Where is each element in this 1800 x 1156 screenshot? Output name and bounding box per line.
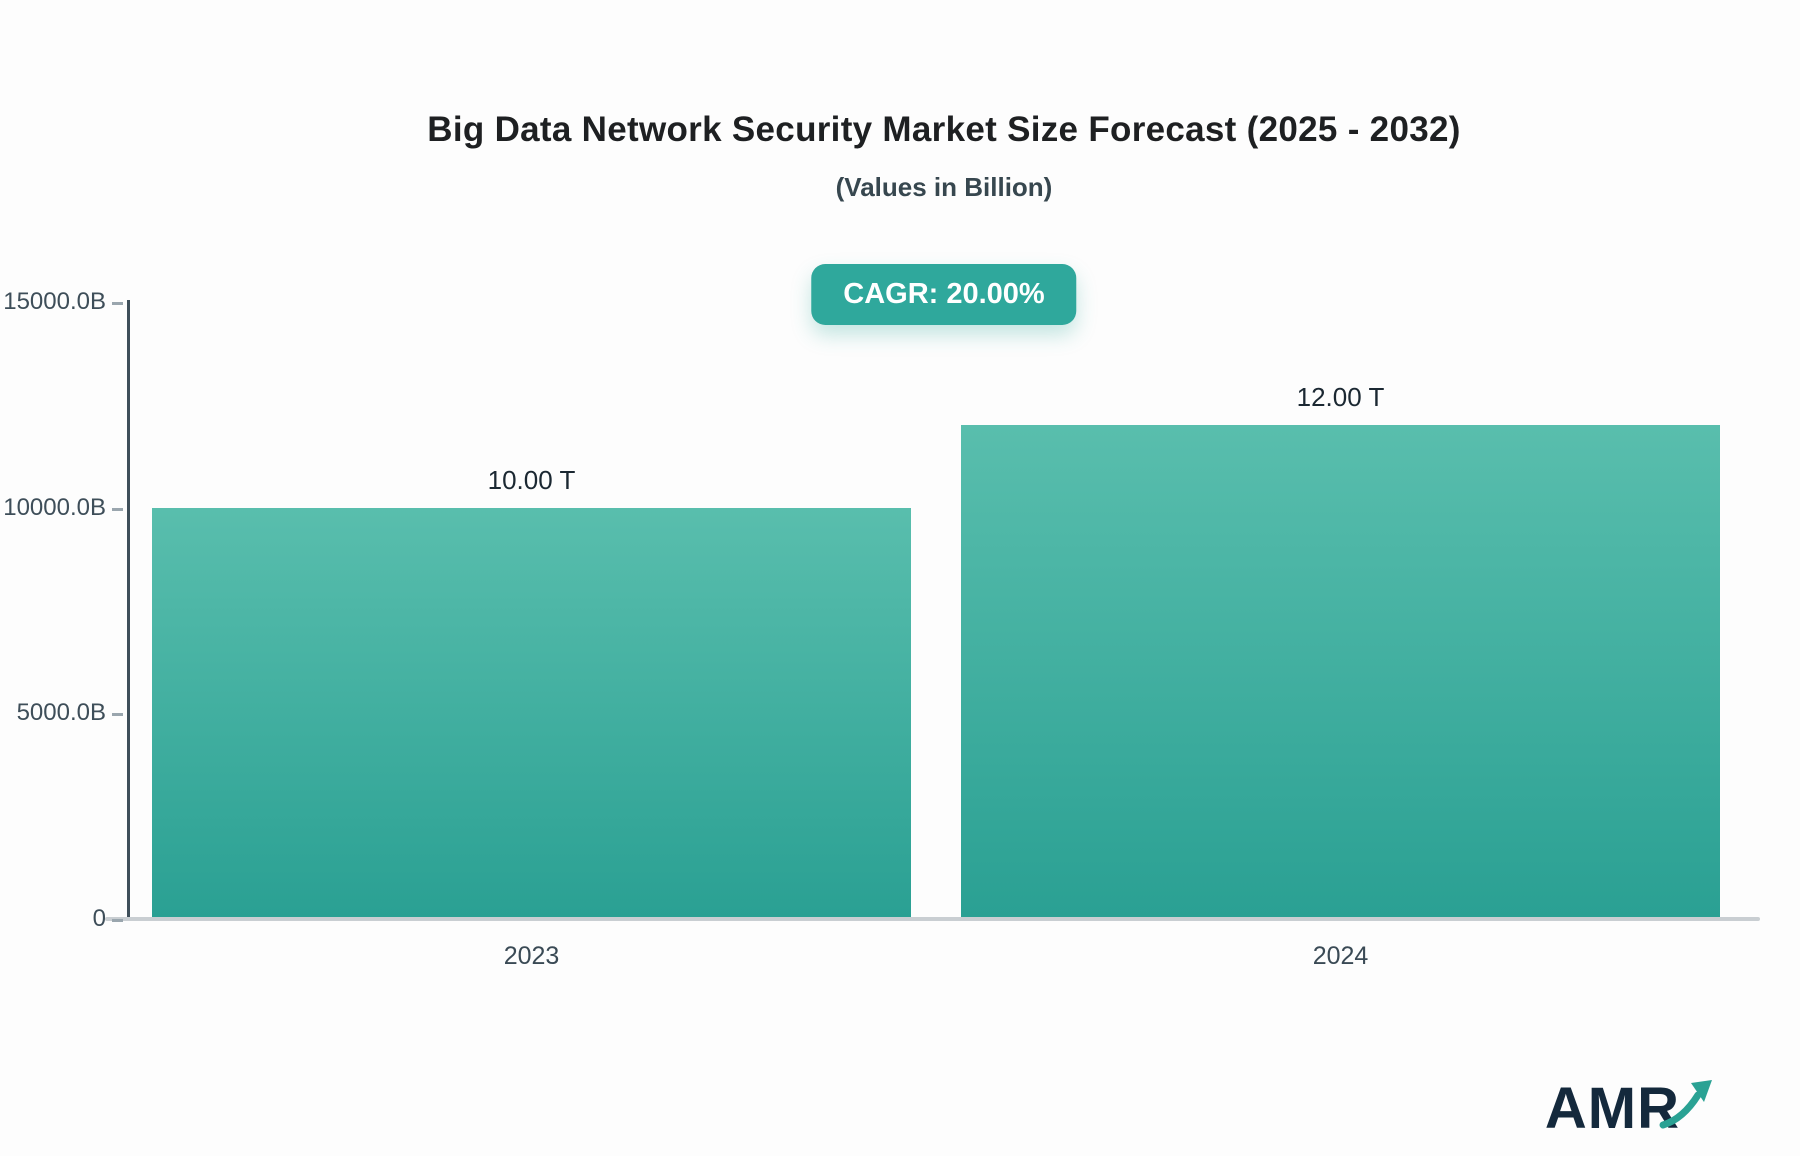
x-axis-tick-label: 2023 xyxy=(503,942,560,970)
y-axis-tick-mark xyxy=(112,507,123,511)
bar-value-label: 10.00 T xyxy=(487,464,576,495)
y-axis-tick-mark xyxy=(112,713,123,717)
bar xyxy=(152,507,911,919)
trend-up-arrow-icon xyxy=(1658,1078,1716,1137)
chart-subtitle: (Values in Billion) xyxy=(835,172,1053,202)
amr-logo-text: AMR xyxy=(1544,1076,1680,1141)
y-axis-tick-label: 10000.0B xyxy=(3,493,106,521)
chart-title: Big Data Network Security Market Size Fo… xyxy=(427,110,1461,149)
y-axis: 0 5000.0B 10000.0B 15000.0B xyxy=(0,288,110,932)
x-axis-tick-label: 2024 xyxy=(1312,942,1369,970)
bar xyxy=(961,425,1720,919)
x-axis-line xyxy=(105,917,1760,921)
y-axis-tick-label: 5000.0B xyxy=(16,699,106,727)
y-axis-line xyxy=(127,300,130,921)
cagr-badge: CAGR: 20.00% xyxy=(811,264,1077,325)
y-axis-tick-mark xyxy=(112,302,123,305)
y-axis-tick-mark xyxy=(112,919,123,922)
bar-group: 12.00 T 2024 xyxy=(961,302,1720,970)
bar-value-label: 12.00 T xyxy=(1296,382,1385,413)
plot-area: 10.00 T 2023 12.00 T 2024 xyxy=(127,300,1760,970)
y-axis-tick-label: 0 xyxy=(92,905,106,932)
amr-logo: AMR xyxy=(1544,1076,1716,1141)
bar-group: 10.00 T 2023 xyxy=(152,302,911,970)
y-axis-tick-label: 15000.0B xyxy=(3,288,106,315)
